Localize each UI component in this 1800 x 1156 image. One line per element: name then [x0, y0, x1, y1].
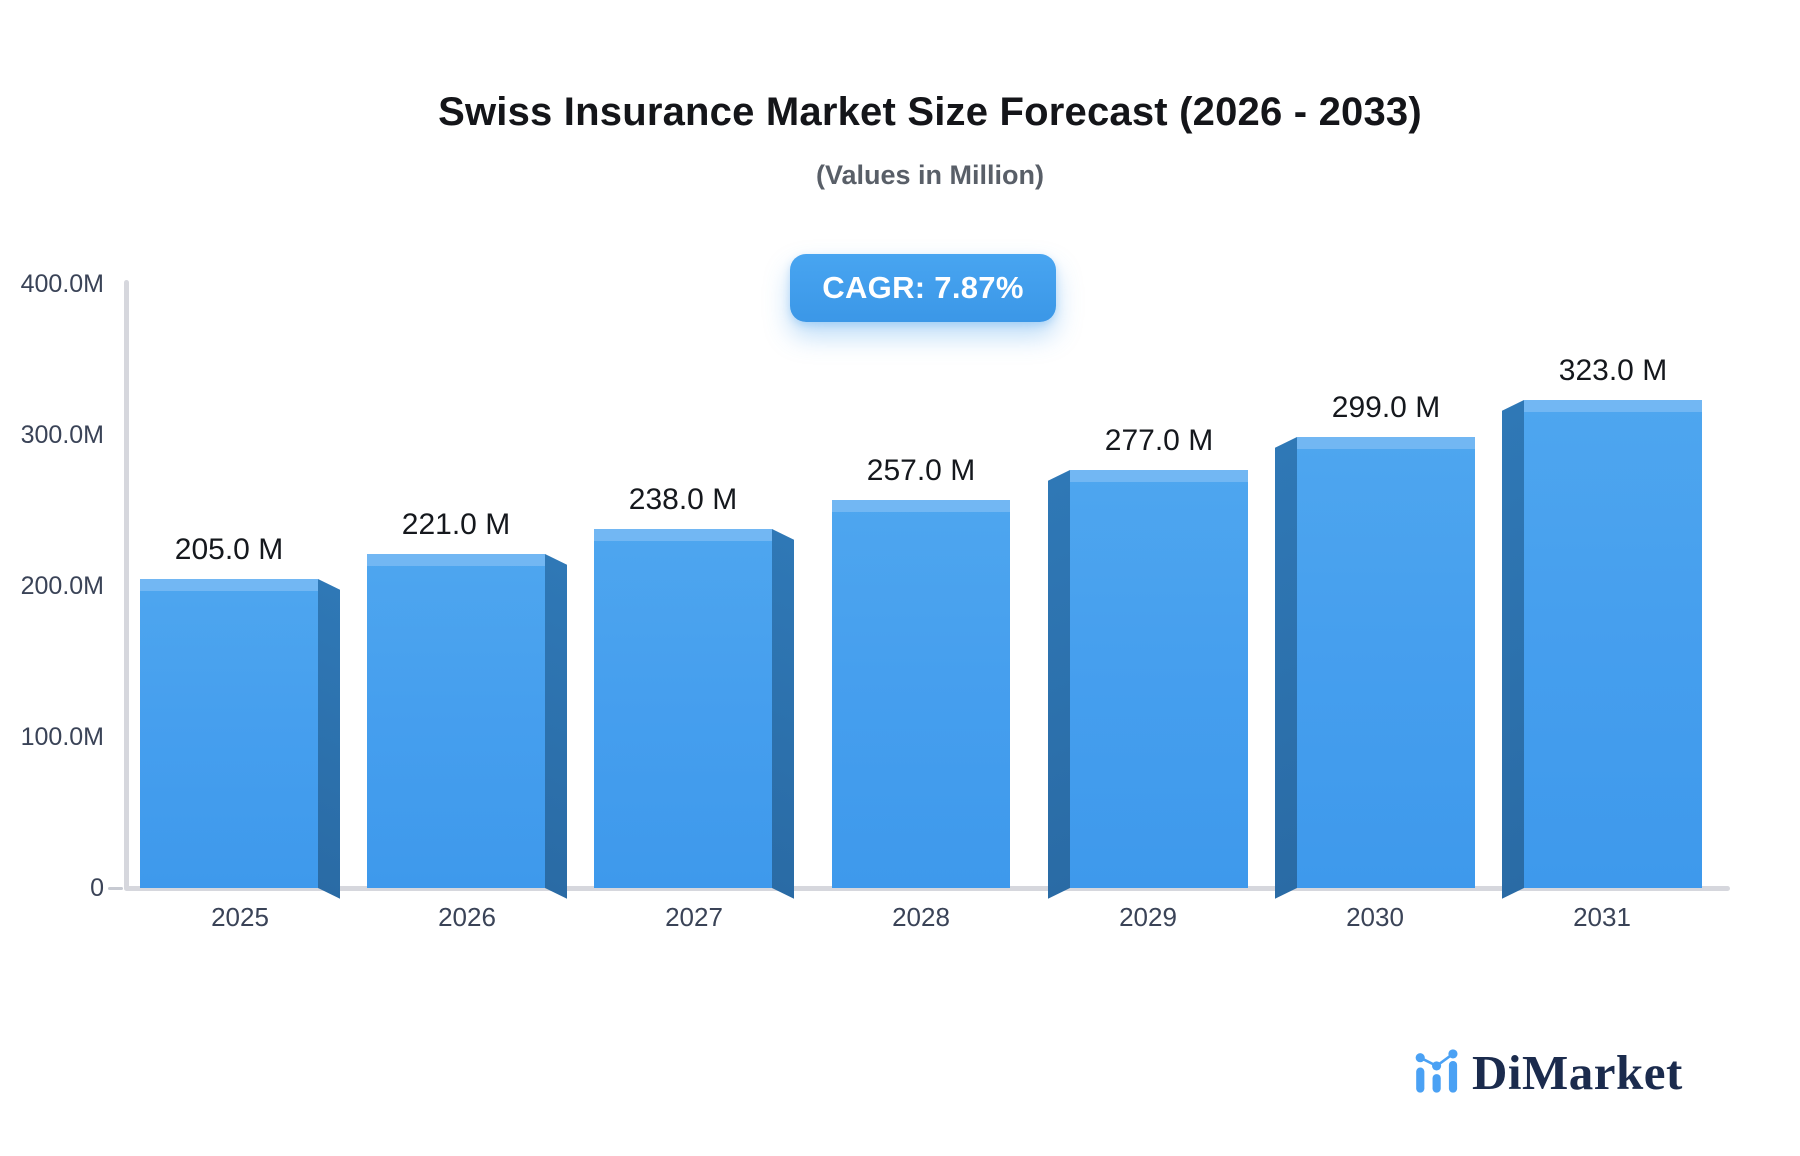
- bar-value-label: 277.0 M: [1104, 424, 1214, 457]
- bar-value-label: 205.0 M: [174, 533, 284, 566]
- bar-side-face-2029: [1048, 470, 1070, 899]
- brand-name: DiMarket: [1472, 1045, 1683, 1100]
- bar-value-label: 299.0 M: [1331, 391, 1441, 424]
- bar-side-face-2025: [318, 579, 340, 899]
- y-axis-tick-label: 0: [90, 874, 104, 902]
- y-axis-tick-label: 200.0M: [20, 572, 104, 601]
- bar-2030: [1297, 437, 1475, 888]
- x-axis-label-2025: 2025: [211, 902, 269, 932]
- x-axis-label-2027: 2027: [665, 902, 723, 932]
- x-axis-line: [124, 886, 1730, 891]
- bar-side-face-2027: [772, 529, 794, 899]
- bar-value-label: 323.0 M: [1558, 354, 1668, 387]
- bar-2026: [367, 554, 545, 888]
- bar-2028: [832, 500, 1010, 888]
- bar-side-face-2031: [1502, 400, 1524, 899]
- x-axis-label-2028: 2028: [892, 902, 950, 932]
- y-axis-line: [124, 280, 129, 890]
- chart-subtitle: (Values in Million): [815, 160, 1045, 190]
- cagr-badge: CAGR: 7.87%: [790, 254, 1056, 322]
- cagr-badge-label: CAGR: 7.87%: [822, 270, 1024, 305]
- x-axis-label-2026: 2026: [438, 902, 496, 932]
- bar-chart-logo-icon: [1415, 1048, 1458, 1093]
- y-axis-tick-label: 400.0M: [20, 270, 104, 299]
- y-axis-tick-label: 300.0M: [20, 421, 104, 450]
- chart-title: Swiss Insurance Market Size Forecast (20…: [438, 90, 1422, 134]
- bar-2031: [1524, 400, 1702, 888]
- x-axis-label-2031: 2031: [1573, 902, 1631, 932]
- bar-side-face-2030: [1275, 437, 1297, 899]
- bar-2027: [594, 529, 772, 888]
- bar-value-label: 238.0 M: [628, 483, 738, 516]
- y-axis-tick-label: 100.0M: [20, 723, 104, 752]
- x-axis-label-2030: 2030: [1346, 902, 1404, 932]
- brand-logo: DiMarket: [1414, 1044, 1683, 1101]
- x-axis-label-2029: 2029: [1119, 902, 1177, 932]
- bar-value-label: 257.0 M: [866, 454, 976, 487]
- bar-side-face-2026: [545, 554, 567, 899]
- zero-tick-dash: [108, 887, 123, 890]
- bar-value-label: 221.0 M: [401, 508, 511, 541]
- bar-2025: [140, 579, 318, 888]
- bar-2029: [1070, 470, 1248, 888]
